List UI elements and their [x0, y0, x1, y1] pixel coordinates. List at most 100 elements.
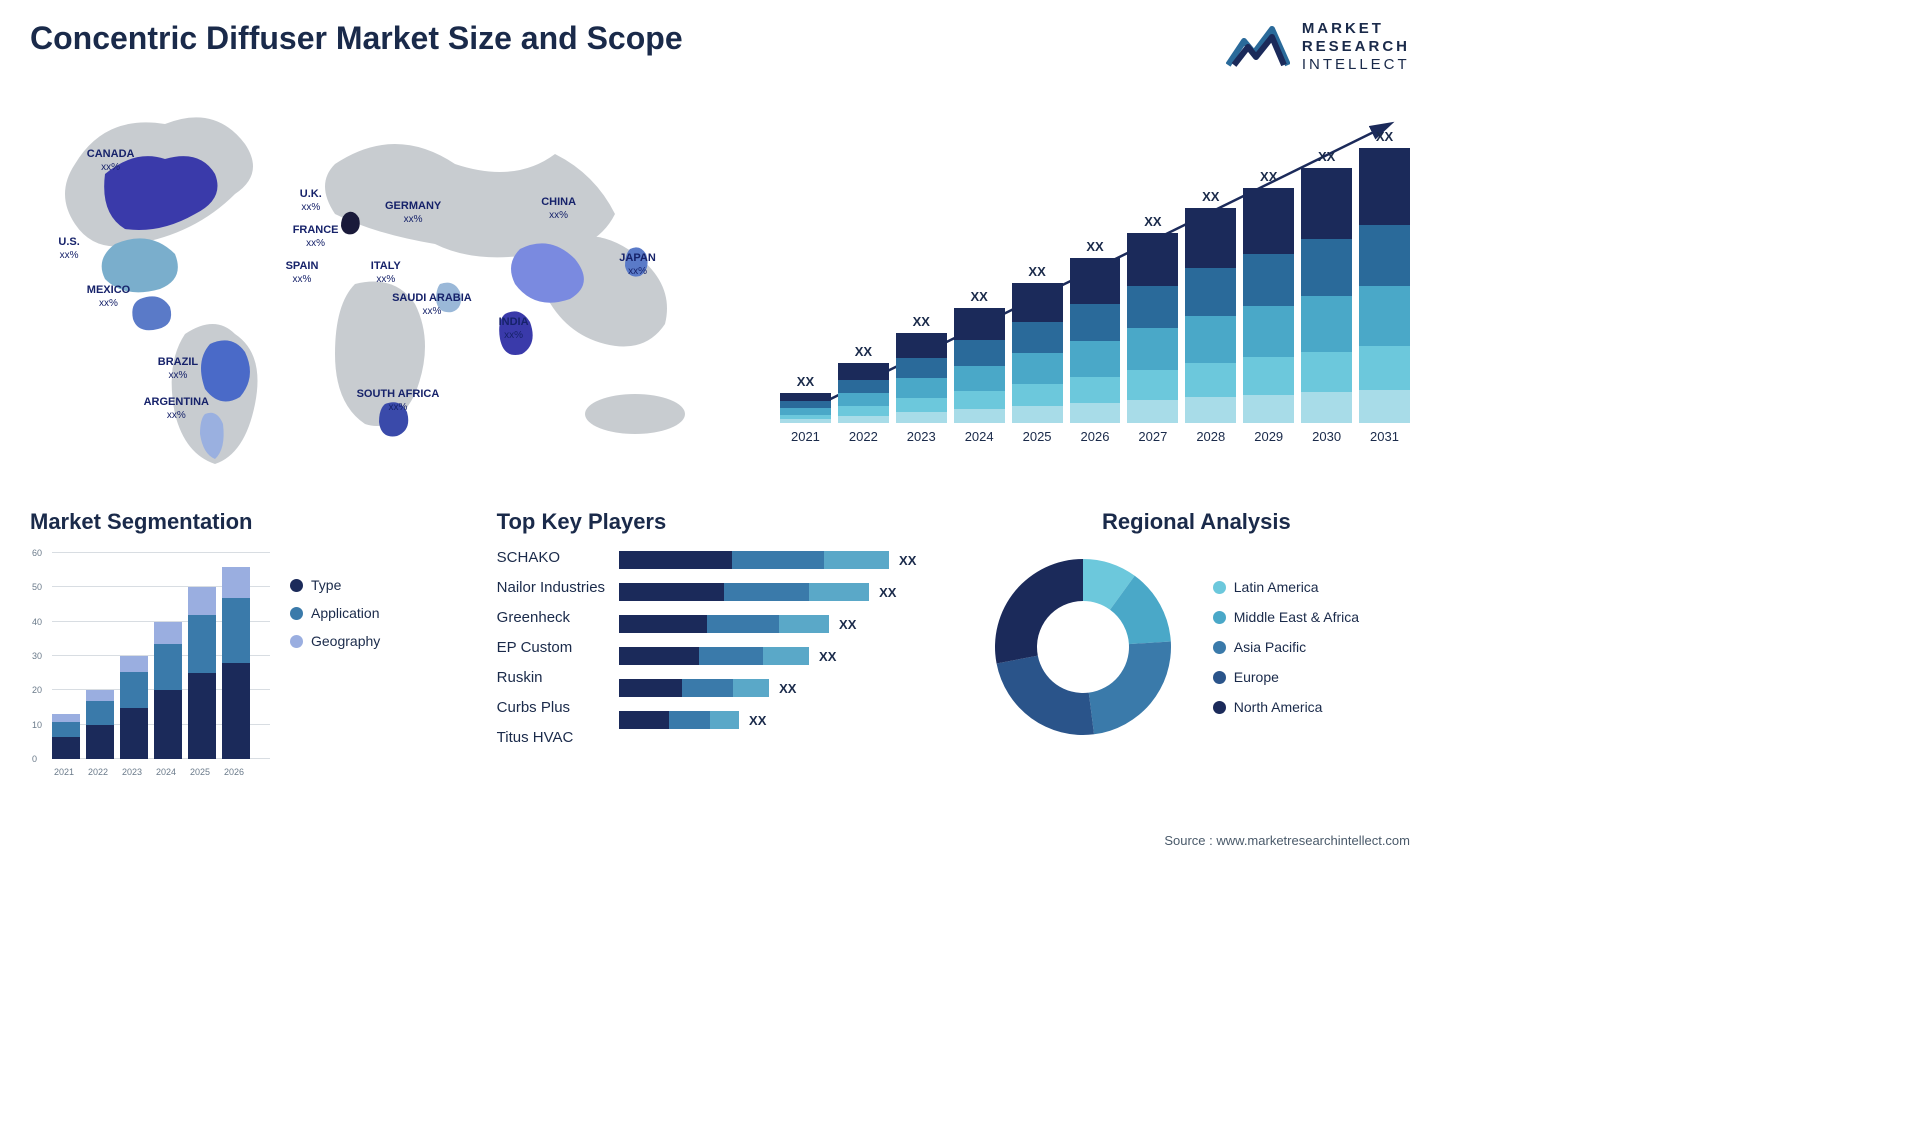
- bar-segment: [1243, 188, 1294, 254]
- seg-segment: [222, 598, 250, 663]
- map-label: INDIAxx%: [499, 316, 529, 342]
- players-bars: XXXXXXXXXXXX: [619, 547, 916, 746]
- bar-col: XX2028: [1185, 189, 1236, 444]
- bar-segment: [1301, 168, 1352, 239]
- player-segment: [724, 583, 809, 601]
- seg-segment: [120, 672, 148, 707]
- legend-item: North America: [1213, 699, 1359, 715]
- player-value: XX: [819, 649, 836, 664]
- legend-item: Latin America: [1213, 579, 1359, 595]
- player-segment: [619, 551, 732, 569]
- seg-year-label: 2021: [54, 767, 74, 777]
- player-bar: [619, 615, 829, 633]
- bar-segment: [1243, 357, 1294, 395]
- bar-segment: [896, 398, 947, 412]
- bar-stack: [780, 393, 831, 423]
- bar-segment: [780, 408, 831, 415]
- player-row: XX: [619, 551, 916, 569]
- seg-year-label: 2024: [156, 767, 176, 777]
- bar-segment: [838, 406, 889, 416]
- legend-item: Middle East & Africa: [1213, 609, 1359, 625]
- bar-segment: [1127, 370, 1178, 400]
- map-label: U.S.xx%: [58, 236, 79, 262]
- legend-item: Europe: [1213, 669, 1359, 685]
- player-segment: [682, 679, 733, 697]
- legend-dot: [1213, 641, 1226, 654]
- donut-slice: [1089, 641, 1171, 734]
- seg-segment: [188, 615, 216, 673]
- bar-col: XX2029: [1243, 169, 1294, 444]
- bar-year-label: 2021: [791, 429, 820, 444]
- player-segment: [710, 711, 739, 729]
- header: Concentric Diffuser Market Size and Scop…: [30, 20, 1410, 74]
- player-segment: [619, 647, 699, 665]
- page-title: Concentric Diffuser Market Size and Scop…: [30, 20, 683, 57]
- y-tick-label: 40: [32, 617, 42, 627]
- world-map: CANADAxx%U.S.xx%MEXICOxx%BRAZILxx%ARGENT…: [30, 84, 740, 484]
- bar-col: XX2024: [954, 289, 1005, 444]
- y-tick-label: 50: [32, 582, 42, 592]
- legend-dot: [1213, 581, 1226, 594]
- bar-segment: [1012, 283, 1063, 322]
- legend-label: North America: [1234, 699, 1323, 715]
- bar-stack: [896, 333, 947, 423]
- bar-segment: [1070, 258, 1121, 304]
- bar-segment: [1185, 316, 1236, 363]
- seg-segment: [120, 656, 148, 672]
- bar-segment: [1359, 148, 1410, 225]
- segmentation-legend: TypeApplicationGeography: [290, 547, 380, 777]
- y-tick-label: 30: [32, 651, 42, 661]
- players-title: Top Key Players: [497, 509, 963, 535]
- bar-segment: [838, 416, 889, 423]
- bar-segment: [954, 340, 1005, 365]
- bar-value-label: XX: [1028, 264, 1045, 279]
- seg-segment: [154, 622, 182, 644]
- seg-segment: [154, 644, 182, 691]
- bar-stack: [1012, 283, 1063, 423]
- player-segment: [619, 615, 707, 633]
- y-tick-label: 60: [32, 548, 42, 558]
- bar-segment: [780, 393, 831, 401]
- bar-value-label: XX: [797, 374, 814, 389]
- regional-legend: Latin America Middle East & Africa Asia Pa…: [1213, 579, 1359, 715]
- logo: MARKET RESEARCH INTELLECT: [1226, 20, 1410, 74]
- seg-segment: [52, 714, 80, 721]
- regional-title: Regional Analysis: [983, 509, 1410, 535]
- bar-segment: [1301, 392, 1352, 423]
- bar-year-label: 2031: [1370, 429, 1399, 444]
- player-value: XX: [839, 617, 856, 632]
- legend-dot: [290, 579, 303, 592]
- player-segment: [619, 679, 682, 697]
- seg-col: [188, 587, 216, 759]
- bar-segment: [1070, 341, 1121, 377]
- bar-col: XX 2021: [780, 374, 831, 444]
- player-segment: [779, 615, 829, 633]
- seg-segment: [188, 587, 216, 614]
- player-segment: [732, 551, 824, 569]
- legend-item: Asia Pacific: [1213, 639, 1359, 655]
- y-tick-label: 10: [32, 720, 42, 730]
- seg-col: [222, 567, 250, 759]
- player-segment: [619, 583, 724, 601]
- seg-segment: [86, 690, 114, 701]
- seg-year-label: 2023: [122, 767, 142, 777]
- bar-year-label: 2025: [1023, 429, 1052, 444]
- bar-col: XX2023: [896, 314, 947, 444]
- player-segment: [707, 615, 778, 633]
- bar-col: XX 2031: [1359, 129, 1410, 444]
- player-segment: [809, 583, 869, 601]
- bar-value-label: XX: [1376, 129, 1393, 144]
- seg-segment: [222, 567, 250, 598]
- player-row: XX: [619, 711, 916, 729]
- bar-segment: [1185, 363, 1236, 397]
- player-name: Greenheck: [497, 609, 605, 626]
- legend-dot: [290, 607, 303, 620]
- seg-year-label: 2025: [190, 767, 210, 777]
- bar-segment: [954, 308, 1005, 340]
- bar-segment: [896, 378, 947, 398]
- player-value: XX: [879, 585, 896, 600]
- legend-label: Type: [311, 577, 341, 593]
- legend-dot: [1213, 671, 1226, 684]
- bar-segment: [1127, 286, 1178, 328]
- bar-value-label: XX: [1086, 239, 1103, 254]
